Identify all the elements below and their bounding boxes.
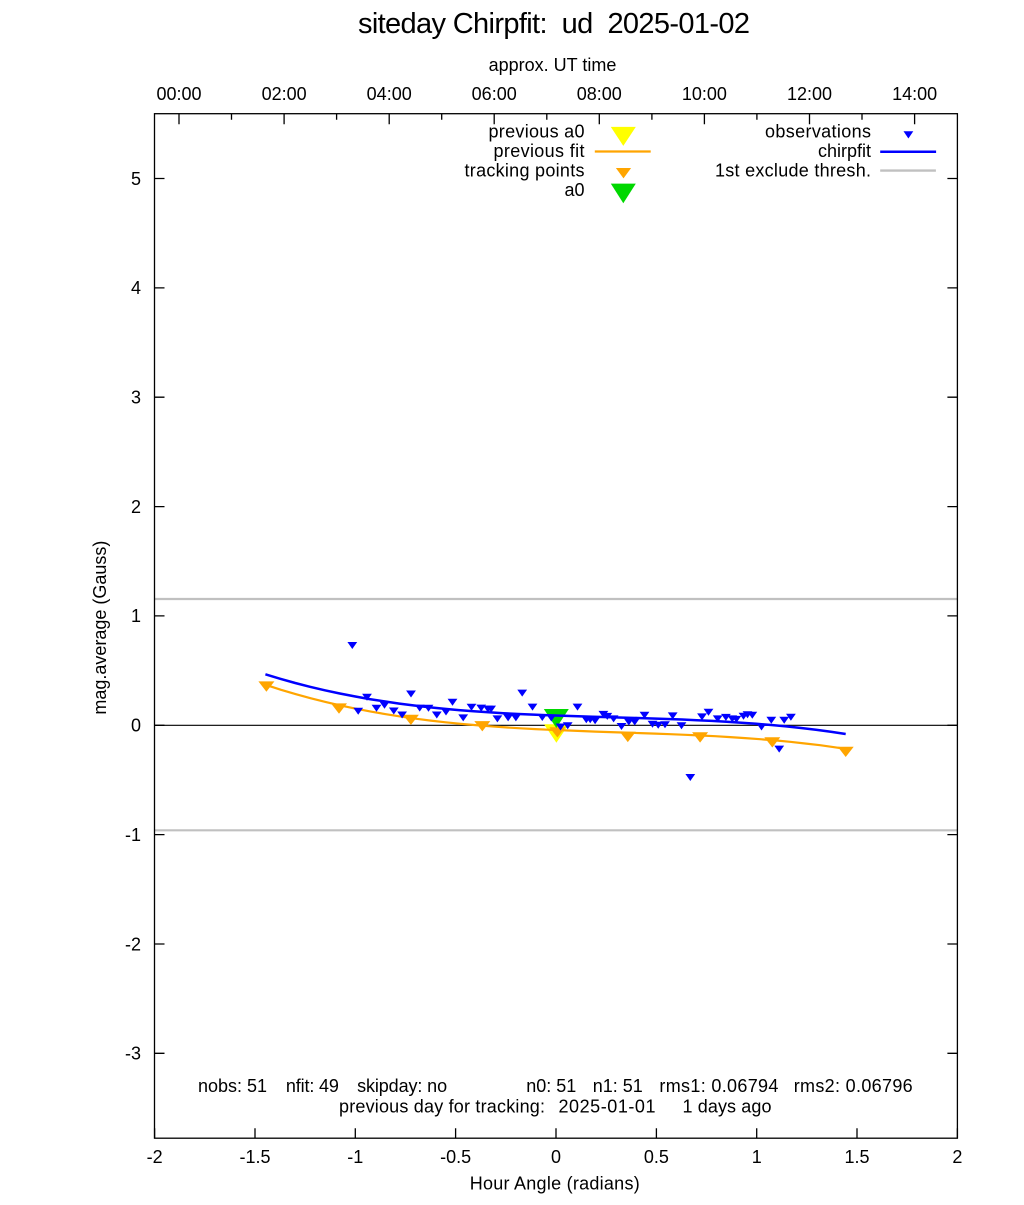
svg-text:-1: -1 [125, 825, 141, 845]
svg-text:1 days ago: 1 days ago [683, 1097, 772, 1117]
svg-text:12:00: 12:00 [787, 84, 832, 104]
svg-text:tracking points: tracking points [465, 160, 585, 180]
svg-text:Hour Angle (radians): Hour Angle (radians) [470, 1174, 640, 1194]
svg-text:a0: a0 [564, 180, 584, 200]
svg-text:previous a0: previous a0 [489, 121, 585, 141]
svg-text:skipday: no: skipday: no [357, 1076, 447, 1096]
svg-text:mag.average (Gauss): mag.average (Gauss) [90, 541, 110, 715]
svg-text:10:00: 10:00 [682, 84, 727, 104]
svg-text:06:00: 06:00 [472, 84, 517, 104]
svg-text:previous day for tracking:: previous day for tracking: [339, 1097, 545, 1117]
svg-text:nfit: 49: nfit: 49 [286, 1076, 339, 1096]
svg-text:2: 2 [952, 1147, 962, 1167]
svg-text:approx. UT time: approx. UT time [489, 55, 617, 75]
svg-text:nobs: 51: nobs: 51 [198, 1076, 267, 1096]
svg-text:previous fit: previous fit [494, 141, 585, 161]
svg-text:00:00: 00:00 [156, 84, 201, 104]
svg-text:siteday Chirpfit: ud 2025-01: siteday Chirpfit: ud 2025-01-02 [358, 8, 750, 40]
svg-text:1: 1 [131, 606, 141, 626]
svg-text:0.5: 0.5 [644, 1147, 669, 1167]
svg-text:rms2: 0.06796: rms2: 0.06796 [794, 1076, 913, 1096]
svg-text:-1: -1 [347, 1147, 363, 1167]
svg-text:n1: 51: n1: 51 [593, 1076, 643, 1096]
svg-text:5: 5 [131, 169, 141, 189]
svg-text:1: 1 [752, 1147, 762, 1167]
svg-text:1.5: 1.5 [844, 1147, 869, 1167]
svg-text:08:00: 08:00 [577, 84, 622, 104]
svg-text:observations: observations [765, 121, 871, 141]
svg-text:0: 0 [551, 1147, 561, 1167]
svg-text:04:00: 04:00 [367, 84, 412, 104]
svg-text:2025-01-01: 2025-01-01 [559, 1097, 656, 1117]
svg-text:n0: 51: n0: 51 [526, 1076, 576, 1096]
svg-text:-1.5: -1.5 [239, 1147, 270, 1167]
svg-text:1st exclude thresh.: 1st exclude thresh. [715, 160, 871, 180]
svg-text:-3: -3 [125, 1044, 141, 1064]
svg-text:3: 3 [131, 388, 141, 408]
svg-text:4: 4 [131, 278, 141, 298]
svg-text:0: 0 [131, 716, 141, 736]
svg-text:chirpfit: chirpfit [818, 141, 871, 161]
svg-text:-2: -2 [125, 934, 141, 954]
svg-text:02:00: 02:00 [262, 84, 307, 104]
svg-text:rms1: 0.06794: rms1: 0.06794 [659, 1076, 778, 1096]
svg-text:14:00: 14:00 [892, 84, 937, 104]
svg-text:-2: -2 [147, 1147, 163, 1167]
svg-text:2: 2 [131, 497, 141, 517]
svg-text:-0.5: -0.5 [440, 1147, 471, 1167]
